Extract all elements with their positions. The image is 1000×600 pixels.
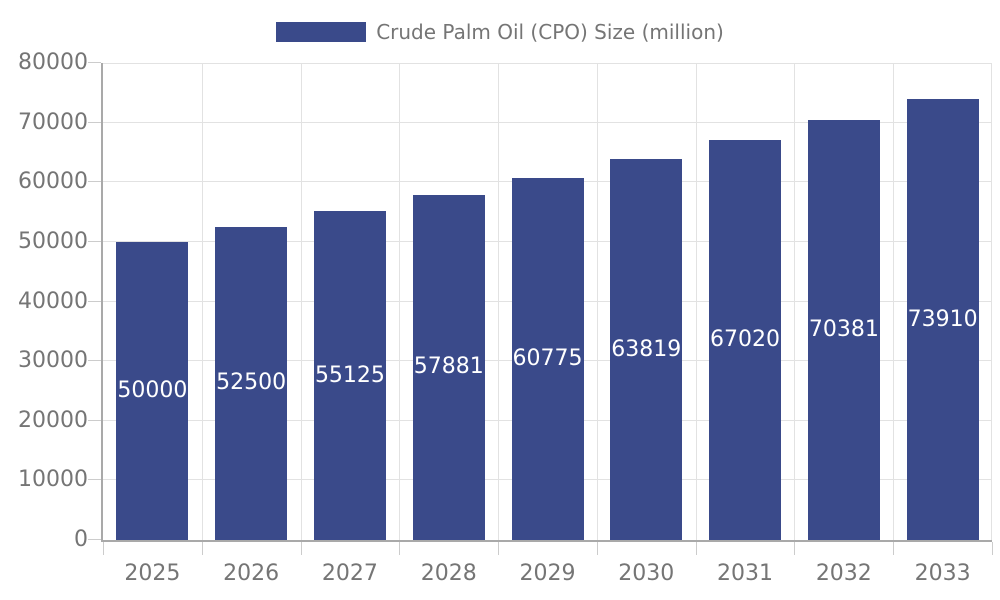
legend[interactable]: Crude Palm Oil (CPO) Size (million)	[0, 21, 1000, 43]
y-tick-label: 10000	[18, 467, 88, 493]
bar-value-label: 67020	[710, 327, 781, 353]
x-gridline	[695, 63, 697, 540]
x-tick	[399, 542, 401, 555]
x-gridline	[399, 63, 401, 540]
y-tick-label: 30000	[18, 348, 88, 374]
plot-area: 50000 52500 55125 57881 60775 63819 67020 70381…	[103, 63, 992, 540]
x-tick	[596, 542, 598, 555]
y-tick-label: 40000	[18, 288, 88, 314]
x-tick	[498, 542, 500, 555]
bar-value-label: 55125	[314, 362, 385, 388]
x-tick-label: 2028	[420, 561, 477, 586]
bar-value-label: 60775	[512, 345, 583, 371]
y-tick-label: 70000	[18, 109, 88, 135]
x-tick	[300, 542, 302, 555]
x-gridline	[893, 63, 895, 540]
x-tick-label: 2031	[717, 561, 774, 586]
bar[interactable]: 70381	[807, 120, 880, 540]
bar-value-label: 70381	[808, 317, 879, 343]
x-gridline	[300, 63, 302, 540]
bar-value-label: 57881	[413, 354, 484, 380]
x-tick-label: 2030	[618, 561, 675, 586]
y-tick	[88, 539, 101, 540]
x-gridline	[794, 63, 796, 540]
x-tick-label: 2029	[519, 561, 576, 586]
x-gridline	[498, 63, 500, 540]
bar-value-label: 73910	[907, 306, 978, 332]
x-tick	[992, 542, 993, 555]
bar[interactable]: 63819	[610, 159, 683, 540]
y-tick	[88, 240, 101, 242]
y-gridline	[103, 121, 992, 123]
x-gridline	[201, 63, 203, 540]
bar[interactable]: 52500	[215, 226, 288, 540]
x-tick	[794, 542, 796, 555]
bar-value-label: 52500	[216, 370, 287, 396]
bar[interactable]: 57881	[412, 194, 485, 540]
y-tick-label: 20000	[18, 407, 88, 433]
x-tick-label: 2032	[815, 561, 872, 586]
bar[interactable]: 67020	[709, 140, 782, 540]
plot-border-right	[991, 63, 992, 540]
x-tick-label: 2025	[124, 561, 181, 586]
y-tick-label: 60000	[18, 169, 88, 195]
legend-label: Crude Palm Oil (CPO) Size (million)	[376, 20, 724, 44]
x-tick-label: 2033	[914, 561, 971, 586]
x-tick	[893, 542, 895, 555]
y-tick	[88, 300, 101, 302]
x-tick	[201, 542, 203, 555]
x-gridline	[596, 63, 598, 540]
x-axis-line	[101, 540, 992, 542]
bar[interactable]: 60775	[511, 177, 584, 540]
bar[interactable]: 73910	[906, 99, 979, 540]
bar-value-label: 50000	[117, 377, 188, 403]
y-tick	[88, 360, 101, 362]
y-tick-label: 0	[74, 527, 88, 552]
y-tick	[88, 62, 101, 63]
plot-border-top	[103, 63, 992, 64]
x-tick	[695, 542, 697, 555]
x-tick	[103, 542, 104, 555]
y-tick	[88, 419, 101, 421]
y-axis-line	[101, 63, 103, 542]
y-tick	[88, 479, 101, 481]
y-tick	[88, 121, 101, 123]
y-tick-label: 50000	[18, 228, 88, 254]
y-tick	[88, 181, 101, 183]
x-tick-label: 2026	[223, 561, 280, 586]
y-tick-label: 80000	[18, 50, 88, 75]
x-tick-label: 2027	[321, 561, 378, 586]
bar[interactable]: 55125	[313, 211, 386, 540]
bar-value-label: 63819	[611, 336, 682, 362]
bar[interactable]: 50000	[116, 241, 189, 540]
legend-swatch	[276, 22, 367, 42]
